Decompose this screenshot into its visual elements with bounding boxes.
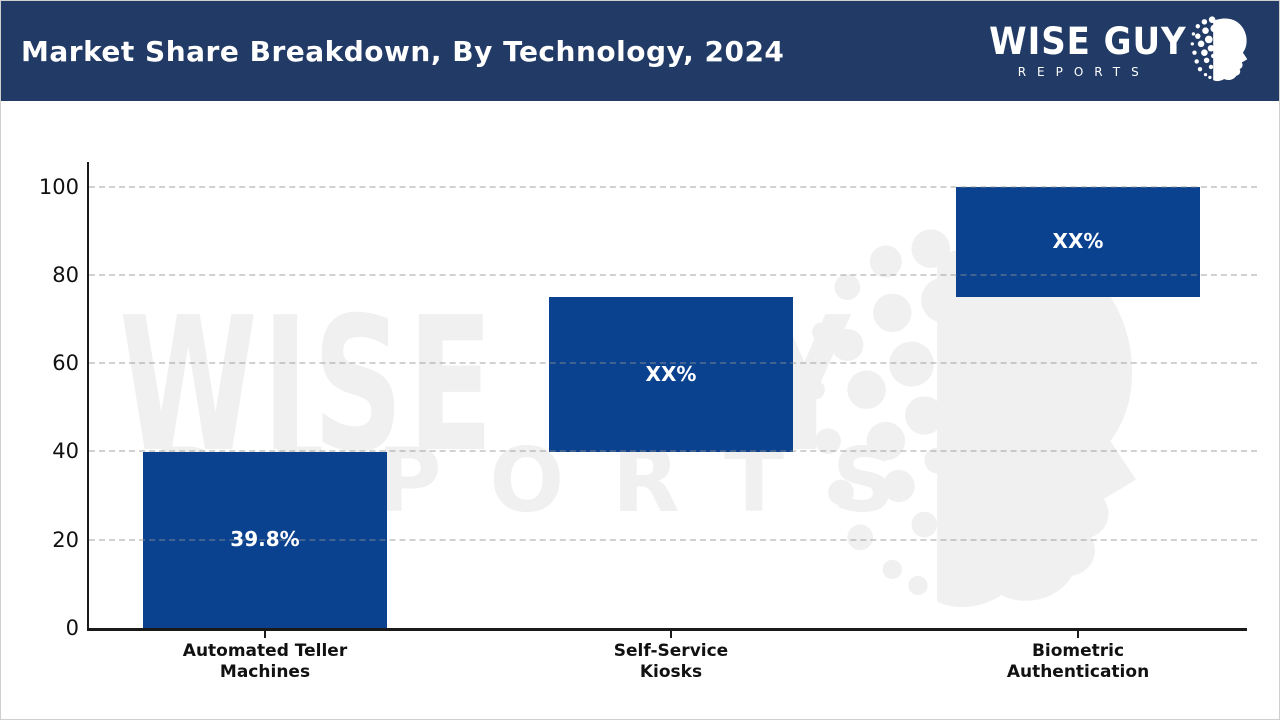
x-category-label: Automated Teller Machines	[182, 641, 348, 682]
y-tick-label: 0	[65, 616, 79, 640]
x-category-label: Self-Service Kiosks	[613, 641, 729, 682]
y-tick-label: 20	[52, 527, 79, 552]
x-category-label: Biometric Authentication	[1006, 641, 1150, 682]
brand-logo-text: WISE GUY REPORTS	[972, 23, 1187, 79]
y-axis-line	[87, 162, 89, 631]
bar-value-label: XX%	[1052, 228, 1104, 253]
header-band: Market Share Breakdown, By Technology, 2…	[1, 1, 1279, 101]
y-tick-label: 100	[38, 174, 79, 199]
page-title: Market Share Breakdown, By Technology, 2…	[21, 34, 785, 68]
brand-subtitle: REPORTS	[1017, 65, 1150, 79]
gridline	[89, 538, 1257, 541]
bar-segment	[956, 186, 1200, 297]
y-tick-label: 60	[52, 351, 79, 376]
brand-face-icon	[1190, 16, 1248, 82]
bar-value-label: XX%	[645, 361, 697, 386]
gridline	[89, 273, 1257, 276]
x-tick-mark	[1077, 631, 1079, 638]
brand-logo: WISE GUY REPORTS	[972, 15, 1255, 87]
bar-segment	[143, 452, 387, 628]
gridline	[89, 185, 1257, 188]
x-tick-mark	[264, 631, 266, 638]
gridline	[89, 450, 1257, 453]
y-tick-label: 80	[52, 262, 79, 287]
gridline	[89, 362, 1257, 365]
bar-value-label: 39.8%	[230, 527, 300, 552]
y-tick-label: 40	[52, 439, 79, 464]
bar-segment	[549, 296, 793, 453]
x-tick-mark	[670, 631, 672, 638]
x-axis-line	[87, 628, 1247, 631]
brand-name: WISE GUY	[989, 20, 1187, 63]
